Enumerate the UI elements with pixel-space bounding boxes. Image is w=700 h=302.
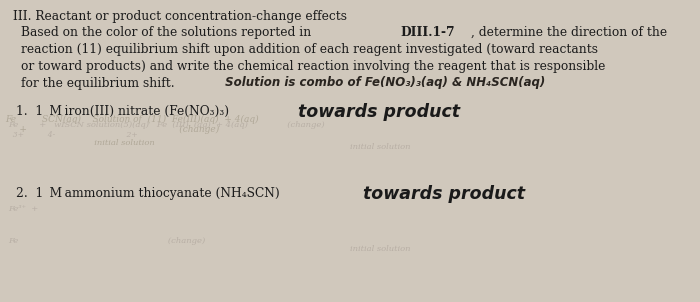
Text: for the equilibrium shift.: for the equilibrium shift. bbox=[21, 77, 174, 90]
Text: initial solution: initial solution bbox=[350, 143, 410, 151]
Text: III. Reactant or product concentration‑change effects: III. Reactant or product concentration‑c… bbox=[13, 10, 347, 23]
Text: Fe                                                         (change): Fe (change) bbox=[8, 237, 205, 245]
Text: initial solution: initial solution bbox=[5, 139, 155, 147]
Text: towards product: towards product bbox=[292, 103, 460, 121]
Text: Fe        +   wISCN solution(5)(aq)   Fe  (III)  (aq)  + 4(aq)               (ch: Fe + wISCN solution(5)(aq) Fe (III) (aq)… bbox=[8, 121, 325, 129]
Text: 2.  1  M ammonium thiocyanate (NH₄SCN): 2. 1 M ammonium thiocyanate (NH₄SCN) bbox=[16, 187, 280, 200]
Text: Solution is combo of Fe(NO₃)₃(aq) & NH₄SCN(aq): Solution is combo of Fe(NO₃)₃(aq) & NH₄S… bbox=[221, 76, 545, 89]
Text: Based on the color of the solutions reported in: Based on the color of the solutions repo… bbox=[21, 26, 315, 39]
Text: 1.  1  M iron(III) nitrate (Fe(NO₃)₃): 1. 1 M iron(III) nitrate (Fe(NO₃)₃) bbox=[16, 105, 229, 118]
Text: or toward products) and write the chemical reaction involving the reagent that i: or toward products) and write the chemic… bbox=[21, 60, 606, 73]
Text: , determine the direction of the: , determine the direction of the bbox=[471, 26, 667, 39]
Text: DIII.1-7: DIII.1-7 bbox=[400, 26, 455, 39]
Text: Fe³⁺  +: Fe³⁺ + bbox=[8, 205, 38, 213]
Text: +                                                     (change): + (change) bbox=[5, 125, 219, 134]
Text: 3+          4-                              2+: 3+ 4- 2+ bbox=[8, 131, 138, 139]
Text: Fe         SCN(aq)    Solution of  (11)  Fe(III)(aq)  + 4(aq): Fe SCN(aq) Solution of (11) Fe(III)(aq) … bbox=[5, 115, 258, 124]
Text: reaction (11) equilibrium shift upon addition of each reagent investigated (towa: reaction (11) equilibrium shift upon add… bbox=[21, 43, 598, 56]
Text: towards product: towards product bbox=[357, 185, 525, 203]
Text: initial solution: initial solution bbox=[350, 245, 410, 253]
